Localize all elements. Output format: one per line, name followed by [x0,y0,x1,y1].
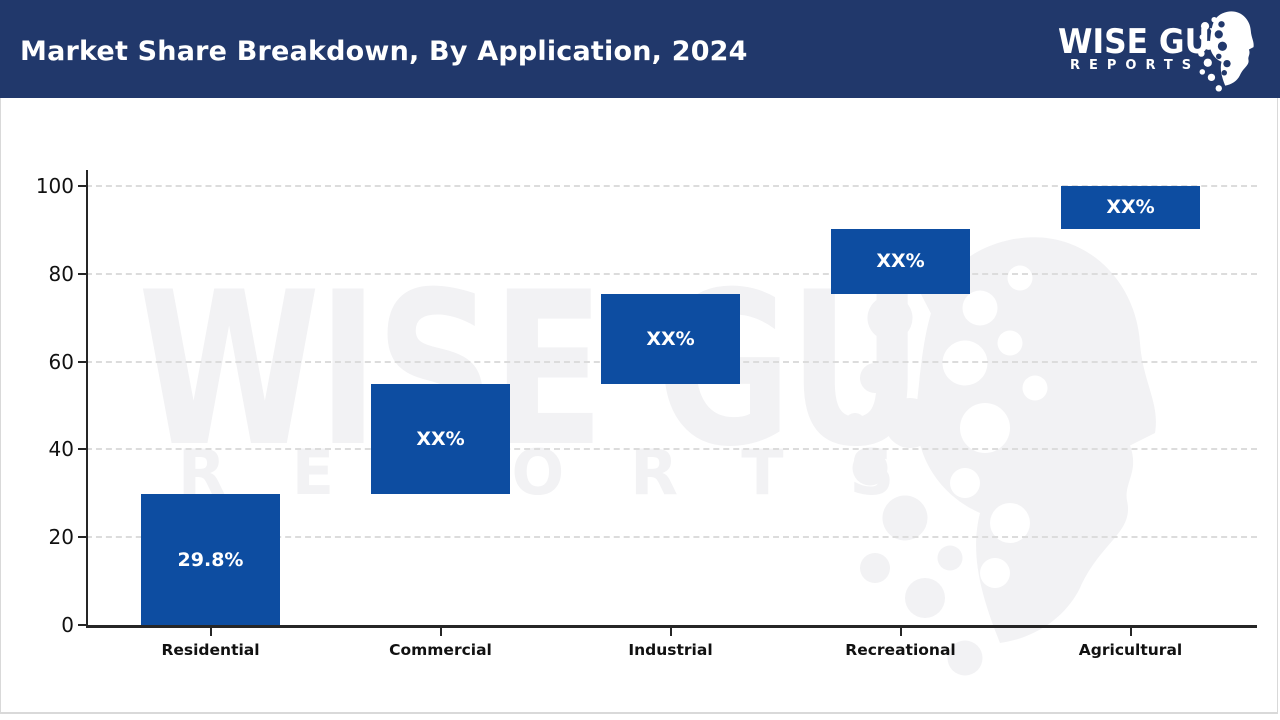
gridline [86,536,1257,539]
y-tick-label: 80 [48,261,74,286]
bar-industrial [601,293,740,384]
y-tick-mark [78,536,86,539]
x-tick-mark [209,627,212,636]
logo-reports-text: REPORTS [1070,58,1201,73]
x-tick-mark [439,627,442,636]
figure-border [0,98,1278,714]
y-axis-line [86,170,88,627]
header-bar: Market Share Breakdown, By Application, … [0,0,1280,98]
y-tick-label: 20 [48,525,74,550]
bar-value-label: XX% [876,250,925,273]
bar-recreational [831,228,970,294]
y-tick-mark [78,360,86,363]
gridline [86,185,1257,187]
x-category-label: Industrial [628,641,713,659]
y-tick-mark [78,448,86,451]
wise-guy-reports-logo: WISE GUY REPORTS [1026,0,1266,98]
y-tick-label: 60 [48,349,74,374]
y-tick-mark [78,624,86,626]
y-tick-label: 100 [35,174,74,198]
bar-value-label: XX% [416,427,465,450]
logo-head-icon [1198,11,1254,92]
bar-value-label: XX% [1106,196,1155,219]
x-category-label: Agricultural [1078,641,1183,659]
bar-value-label: 29.8% [177,548,244,571]
gridline [86,448,1257,451]
x-tick-mark [1129,627,1132,636]
y-tick-mark [78,185,86,187]
x-category-label: Recreational [845,641,956,659]
x-axis-line [86,625,1257,628]
x-category-label: Residential [161,641,260,659]
y-tick-label: 0 [61,613,74,637]
y-tick-label: 40 [48,437,74,462]
gridline [86,272,1257,275]
x-tick-mark [669,627,672,636]
x-tick-mark [899,627,902,636]
chart-title: Market Share Breakdown, By Application, … [20,36,748,67]
y-tick-mark [78,272,86,275]
bar-residential [141,494,280,625]
x-category-label: Commercial [389,641,492,659]
bar-commercial [371,383,510,495]
bar-agricultural [1061,186,1200,229]
bar-value-label: XX% [646,327,695,350]
